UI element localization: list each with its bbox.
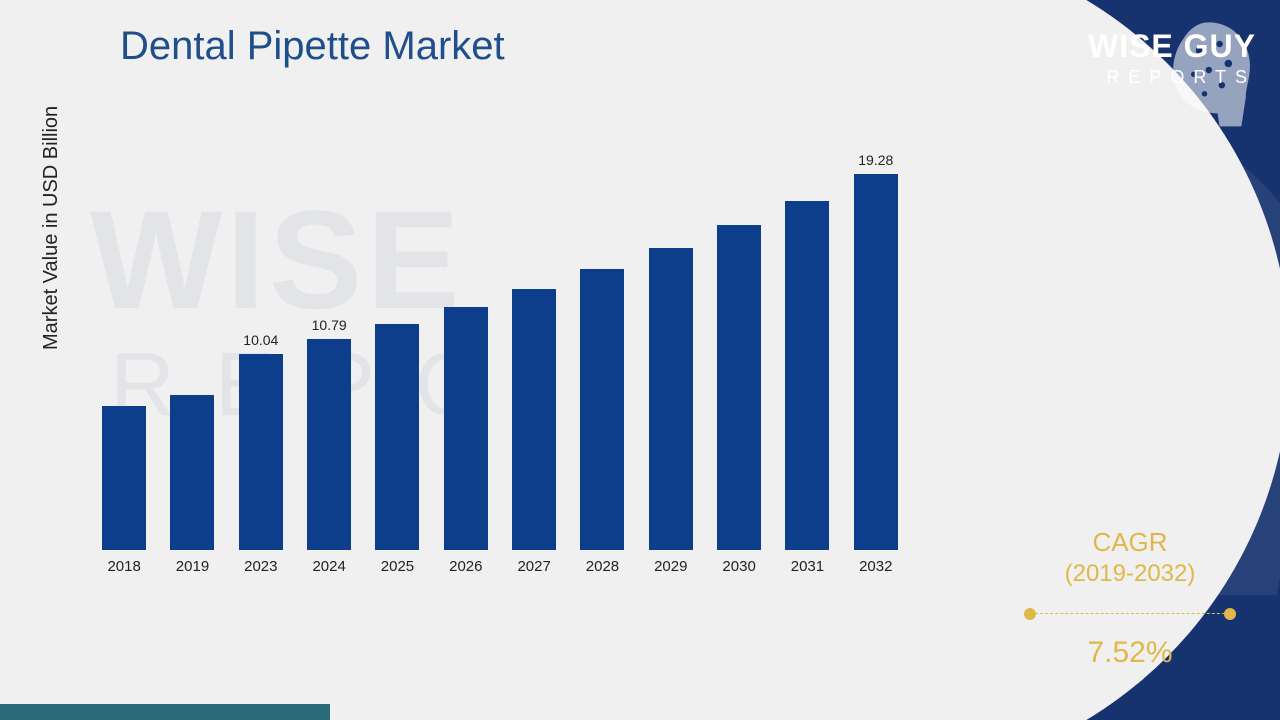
cagr-range: (2019-2032) xyxy=(1010,560,1250,588)
bar-slot xyxy=(90,150,158,550)
bar-value-label: 10.79 xyxy=(312,317,347,335)
bar-slot xyxy=(705,150,773,550)
bar xyxy=(512,289,556,550)
bar xyxy=(375,324,419,550)
bar xyxy=(102,406,146,550)
right-panel: WISE GUY REPORTS CAGR (2019-2032) 7.52% xyxy=(970,0,1280,720)
bar xyxy=(717,225,761,550)
x-tick-label: 2028 xyxy=(568,550,636,580)
bar xyxy=(444,307,488,550)
cagr-title: CAGR xyxy=(1010,527,1250,558)
bar-slot xyxy=(158,150,226,550)
x-tick-label: 2018 xyxy=(90,550,158,580)
x-tick-label: 2019 xyxy=(158,550,226,580)
x-tick-label: 2027 xyxy=(500,550,568,580)
bar-slot xyxy=(568,150,636,550)
cagr-divider xyxy=(1010,604,1250,624)
bars-container: 10.04 10.79 19.28 xyxy=(90,150,910,550)
bar-slot xyxy=(773,150,841,550)
chart-title: Dental Pipette Market xyxy=(120,24,505,69)
plot-area: 10.04 10.79 19.28 xyxy=(90,150,910,550)
bar-slot xyxy=(500,150,568,550)
bar-slot xyxy=(432,150,500,550)
bar xyxy=(785,201,829,550)
bar-slot: 10.04 xyxy=(227,150,295,550)
chart-area: Market Value in USD Billion 10.0410.7919… xyxy=(60,150,910,580)
bar-slot: 10.79 xyxy=(295,150,363,550)
brand-logo: WISE GUY REPORTS xyxy=(1088,28,1256,88)
x-tick-label: 2024 xyxy=(295,550,363,580)
page-root: WISE GUY REPORTS CAGR (2019-2032) 7.52% … xyxy=(0,0,1280,720)
logo-line2: REPORTS xyxy=(1088,67,1256,88)
x-axis-labels: 2018201920232024202520262027202820292030… xyxy=(90,550,910,580)
x-tick-label: 2030 xyxy=(705,550,773,580)
bar xyxy=(854,174,898,550)
bar-slot: 19.28 xyxy=(842,150,910,550)
x-tick-label: 2025 xyxy=(363,550,431,580)
bar-slot xyxy=(637,150,705,550)
logo-line1: WISE GUY xyxy=(1088,28,1256,65)
x-tick-label: 2026 xyxy=(432,550,500,580)
bar xyxy=(239,354,283,550)
bar-value-label: 19.28 xyxy=(858,152,893,170)
x-tick-label: 2032 xyxy=(842,550,910,580)
cagr-value: 7.52% xyxy=(1010,636,1250,670)
bar-value-label: 10.04 xyxy=(243,332,278,350)
cagr-box: CAGR (2019-2032) 7.52% xyxy=(1010,527,1250,670)
x-tick-label: 2023 xyxy=(227,550,295,580)
bar xyxy=(170,395,214,550)
x-tick-label: 2031 xyxy=(773,550,841,580)
bar xyxy=(649,248,693,550)
y-axis-label: Market Value in USD Billion xyxy=(40,106,63,350)
bar xyxy=(307,339,351,550)
bar xyxy=(580,269,624,550)
dot-icon xyxy=(1224,608,1236,620)
x-tick-label: 2029 xyxy=(637,550,705,580)
bar-slot xyxy=(363,150,431,550)
dot-icon xyxy=(1024,608,1036,620)
footer-accent-bar xyxy=(0,704,330,720)
